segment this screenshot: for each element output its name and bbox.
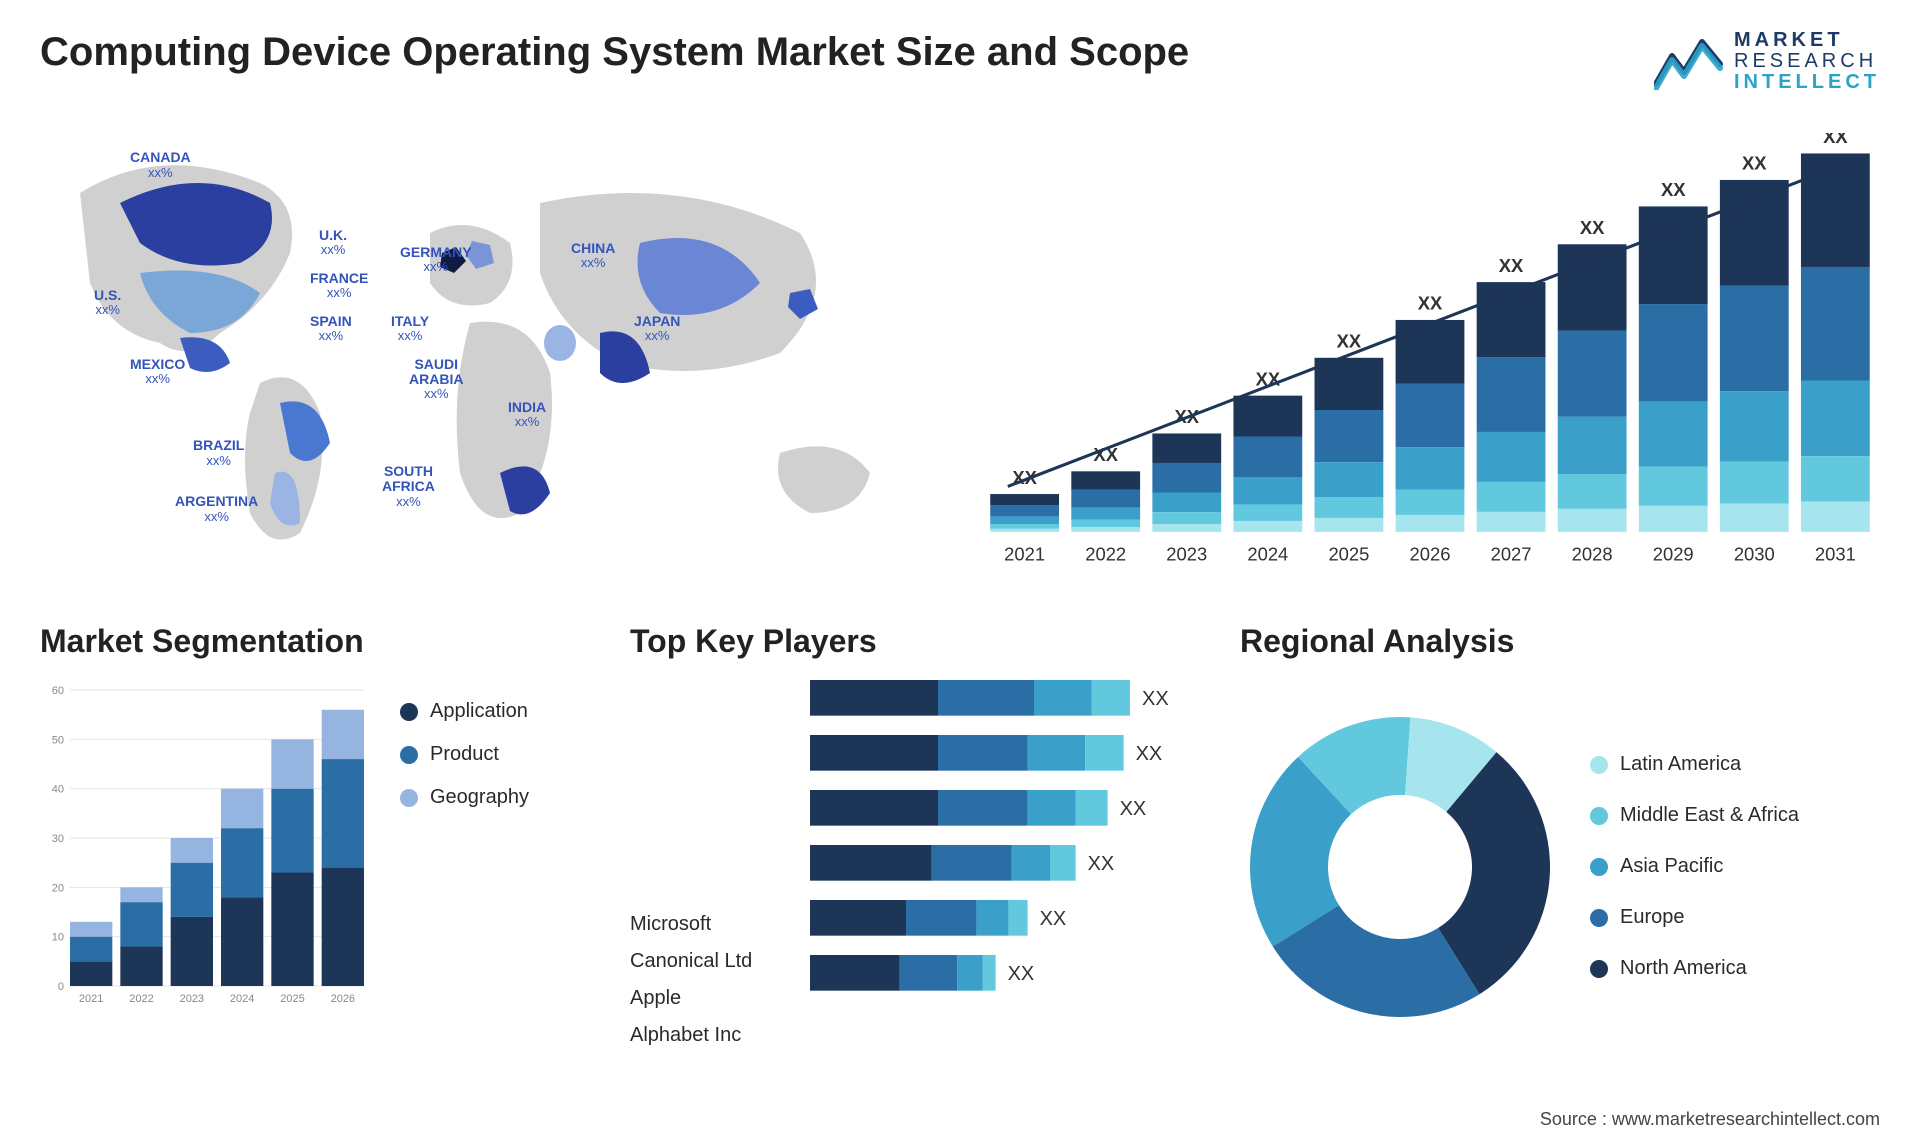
- legend-item: Product: [400, 743, 580, 766]
- source-label: www.marketresearchintellect.com: [1540, 1109, 1880, 1130]
- map-label: U.S.xx%: [94, 288, 121, 318]
- svg-text:2025: 2025: [1328, 543, 1369, 564]
- logo-line-1: MARKET: [1734, 30, 1880, 51]
- logo-line-2: RESEARCH: [1734, 51, 1880, 72]
- map-label: MEXICOxx%: [130, 357, 185, 387]
- player-label: Microsoft: [630, 913, 790, 936]
- svg-text:XX: XX: [1499, 255, 1524, 276]
- regional-title: Regional Analysis: [1240, 623, 1880, 660]
- svg-text:XX: XX: [1661, 179, 1686, 200]
- regional-donut-chart: [1240, 707, 1560, 1027]
- svg-text:2030: 2030: [1734, 543, 1775, 564]
- legend-item: Asia Pacific: [1590, 855, 1880, 878]
- svg-text:XX: XX: [1040, 908, 1067, 930]
- logo-icon: [1654, 34, 1724, 90]
- regional-legend: Latin America Middle East & Africa Asia Pa…: [1590, 753, 1880, 980]
- players-bar-chart: XX XX XX XX XX XX: [810, 680, 1190, 1010]
- svg-text:60: 60: [52, 685, 64, 697]
- player-label: Canonical Ltd: [630, 950, 790, 973]
- svg-text:2026: 2026: [331, 993, 355, 1005]
- svg-text:2031: 2031: [1815, 543, 1856, 564]
- map-label: CANADAxx%: [130, 150, 191, 180]
- svg-text:0: 0: [58, 981, 64, 993]
- world-map-panel: CANADAxx% U.S.xx% MEXICOxx% BRAZILxx% ARGENT…: [40, 133, 940, 563]
- svg-text:2023: 2023: [1166, 543, 1207, 564]
- segmentation-panel: Market Segmentation 0 10 20 30 40 50 60 2021 202…: [40, 623, 580, 1053]
- segmentation-title: Market Segmentation: [40, 623, 580, 660]
- svg-text:XX: XX: [1337, 331, 1362, 352]
- svg-text:2022: 2022: [1085, 543, 1126, 564]
- brand-logo: MARKET RESEARCH INTELLECT: [1654, 30, 1880, 93]
- legend-item: Application: [400, 700, 580, 723]
- map-label: SOUTHAFRICAxx%: [382, 464, 435, 509]
- svg-text:2027: 2027: [1491, 543, 1532, 564]
- player-label: Alphabet Inc: [630, 1024, 790, 1047]
- svg-text:30: 30: [52, 833, 64, 845]
- svg-text:2028: 2028: [1572, 543, 1613, 564]
- map-label: CHINAxx%: [571, 241, 615, 271]
- segmentation-legend: Application Product Geography: [400, 680, 580, 1053]
- page-title: Computing Device Operating System Market…: [40, 30, 1189, 75]
- player-label: Apple: [630, 987, 790, 1010]
- svg-text:XX: XX: [1088, 853, 1115, 875]
- svg-text:2022: 2022: [129, 993, 153, 1005]
- svg-text:2024: 2024: [230, 993, 254, 1005]
- svg-text:XX: XX: [1120, 798, 1147, 820]
- svg-text:XX: XX: [1142, 688, 1169, 710]
- svg-text:XX: XX: [1742, 153, 1767, 174]
- map-label: BRAZILxx%: [193, 438, 244, 468]
- players-label-list: Microsoft Canonical Ltd Apple Alphabet Inc: [630, 680, 790, 1053]
- svg-text:2024: 2024: [1247, 543, 1288, 564]
- regional-panel: Regional Analysis Latin America Middle Ea…: [1240, 623, 1880, 1053]
- svg-text:2023: 2023: [180, 993, 204, 1005]
- svg-text:50: 50: [52, 734, 64, 746]
- segmentation-bar-chart: 0 10 20 30 40 50 60 2021 2022 2023 2024 2025 2026: [40, 680, 370, 1010]
- svg-text:2026: 2026: [1410, 543, 1451, 564]
- growth-chart-panel: XX 2021 XX 2022 XX 2023 XX 2024 XX 2025 XX 2026 XX 20…: [980, 133, 1880, 563]
- map-label: SPAINxx%: [310, 314, 352, 344]
- svg-text:2029: 2029: [1653, 543, 1694, 564]
- map-label: ARGENTINAxx%: [175, 494, 258, 524]
- map-label: INDIAxx%: [508, 400, 546, 430]
- map-label: JAPANxx%: [634, 314, 680, 344]
- legend-item: Europe: [1590, 906, 1880, 929]
- map-label: FRANCExx%: [310, 271, 368, 301]
- growth-bar-chart: XX 2021 XX 2022 XX 2023 XX 2024 XX 2025 XX 2026 XX 20…: [980, 133, 1880, 573]
- map-label: ITALYxx%: [391, 314, 429, 344]
- logo-line-3: INTELLECT: [1734, 72, 1880, 93]
- legend-item: Geography: [400, 786, 580, 809]
- map-label: SAUDIARABIAxx%: [409, 357, 463, 402]
- svg-text:XX: XX: [1823, 133, 1848, 147]
- svg-text:2021: 2021: [79, 993, 103, 1005]
- players-panel: Top Key Players Microsoft Canonical Ltd Ap…: [630, 623, 1190, 1053]
- svg-text:XX: XX: [1418, 293, 1443, 314]
- legend-item: Middle East & Africa: [1590, 804, 1880, 827]
- legend-item: North America: [1590, 957, 1880, 980]
- svg-text:2021: 2021: [1004, 543, 1045, 564]
- map-label: GERMANYxx%: [400, 245, 472, 275]
- svg-text:XX: XX: [1136, 743, 1163, 765]
- legend-item: Latin America: [1590, 753, 1880, 776]
- svg-text:XX: XX: [1008, 963, 1035, 985]
- svg-text:XX: XX: [1580, 217, 1605, 238]
- svg-text:40: 40: [52, 784, 64, 796]
- svg-text:2025: 2025: [280, 993, 304, 1005]
- svg-text:20: 20: [52, 882, 64, 894]
- map-label: U.K.xx%: [319, 228, 347, 258]
- svg-text:10: 10: [52, 932, 64, 944]
- players-title: Top Key Players: [630, 623, 1190, 660]
